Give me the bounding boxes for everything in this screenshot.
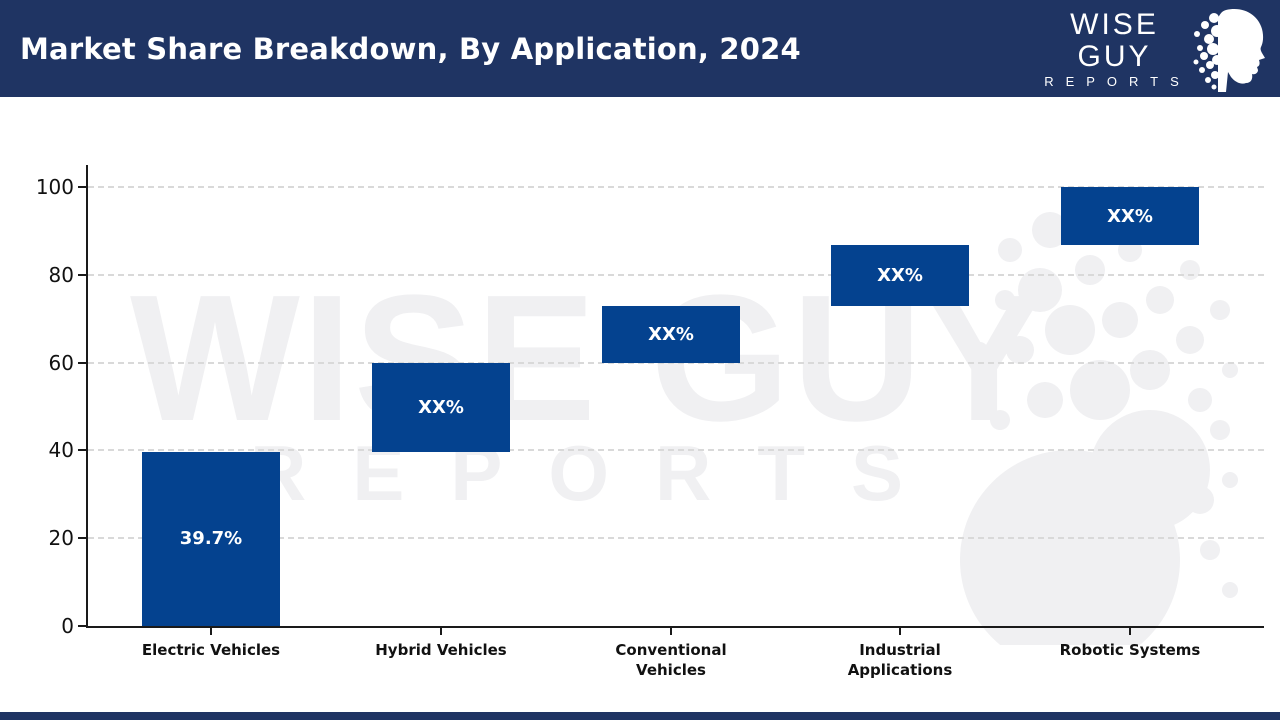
bar-electric-vehicles: 39.7% (142, 451, 280, 626)
bar-value-label: 39.7% (179, 528, 243, 550)
x-tick-mark-4 (1129, 628, 1131, 635)
y-axis-label-20: 20 (48, 526, 74, 551)
bar-value-label: XX% (648, 324, 694, 345)
header: Market Share Breakdown, By Application, … (0, 0, 1280, 97)
bar-hybrid-vehicles: XX% (372, 362, 510, 452)
x-axis-label-3: Industrial Applications (847, 641, 953, 679)
bar-value-label: XX% (418, 396, 464, 418)
x-axis-label-0: Electric Vehicles (141, 641, 281, 659)
x-tick-mark-1 (440, 628, 442, 635)
wiseguy-logo: WISE GUY REPORTS (1033, 6, 1268, 92)
gridline-40 (88, 449, 1264, 452)
y-axis-label-100: 100 (35, 175, 74, 199)
y-tick-mark-80 (78, 273, 88, 276)
gridline-20 (88, 537, 1264, 540)
page-title: Market Share Breakdown, By Application, … (20, 31, 801, 66)
x-axis-label-1: Hybrid Vehicles (375, 641, 507, 659)
gridline-100 (88, 186, 1264, 188)
x-tick-mark-0 (210, 628, 212, 635)
gridline-60 (88, 361, 1264, 364)
y-axis-spine (86, 165, 88, 628)
logo-line2: REPORTS (1044, 74, 1191, 89)
footer-bar (0, 712, 1280, 720)
bar-robotic-systems: XX% (1061, 187, 1199, 246)
y-tick-mark-20 (78, 537, 88, 540)
logo-line1: WISE GUY (1070, 8, 1159, 73)
x-tick-mark-2 (670, 628, 672, 635)
x-axis-label-4: Robotic Systems (1059, 641, 1201, 659)
logo-wordmark: WISE GUY REPORTS (1033, 9, 1196, 89)
bar-industrial-applications: XX% (831, 245, 969, 307)
bar-value-label: XX% (877, 265, 923, 287)
logo-head-icon (1193, 9, 1265, 92)
y-tick-mark-40 (78, 449, 88, 452)
y-tick-mark-0 (78, 625, 88, 627)
gridline-80 (88, 273, 1264, 276)
y-axis-label-0: 0 (61, 614, 74, 638)
x-axis-label-2: Conventional Vehicles (615, 641, 727, 679)
x-axis-spine (86, 626, 1264, 628)
y-axis-label-40: 40 (48, 438, 74, 463)
x-tick-mark-3 (899, 628, 901, 635)
y-axis-label-60: 60 (48, 350, 74, 375)
y-tick-mark-100 (78, 186, 88, 188)
y-tick-mark-60 (78, 361, 88, 364)
bar-conventional-vehicles: XX% (602, 306, 740, 363)
bar-value-label: XX% (1107, 205, 1153, 227)
y-axis-label-80: 80 (48, 262, 74, 287)
